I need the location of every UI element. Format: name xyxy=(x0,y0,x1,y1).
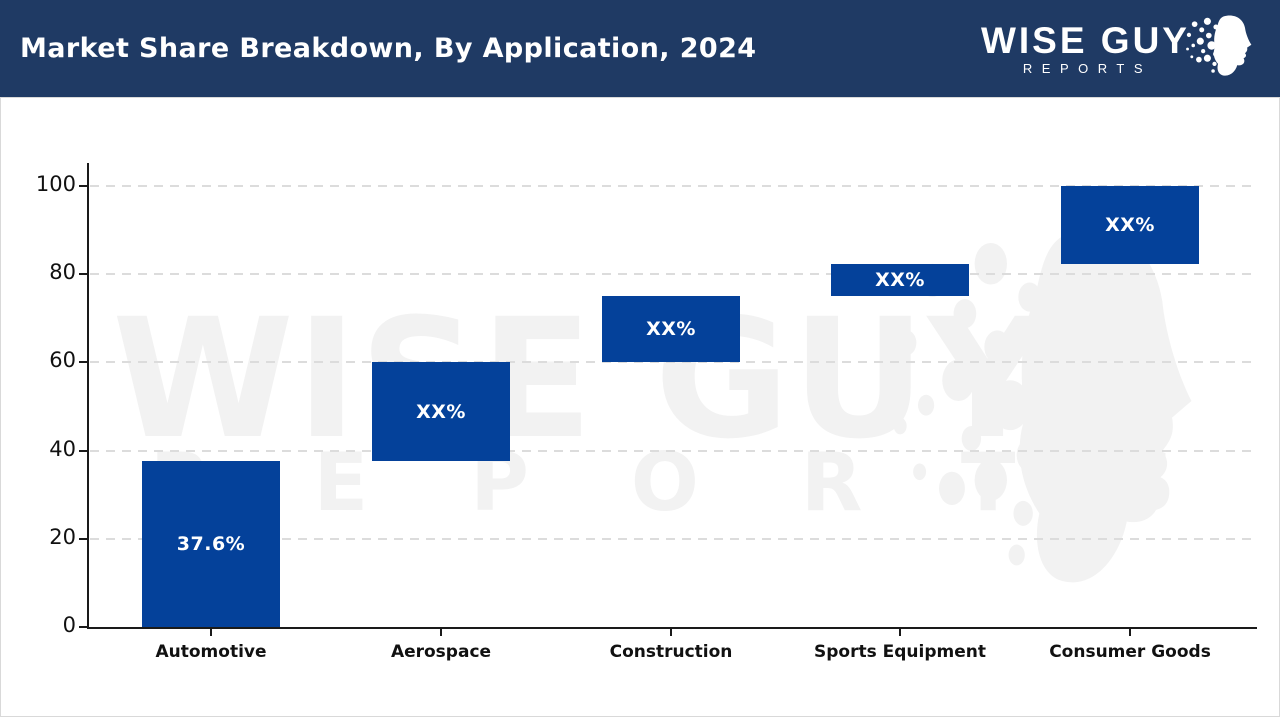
x-axis-line xyxy=(87,627,1257,629)
x-tickmark xyxy=(899,627,901,636)
chart-title: Market Share Breakdown, By Application, … xyxy=(20,33,757,64)
x-tickmark xyxy=(1129,627,1131,636)
bar-value-label: XX% xyxy=(646,318,696,341)
x-tick-label: Sports Equipment xyxy=(814,642,986,662)
gridline-80 xyxy=(90,273,1256,276)
y-tick-label: 80 xyxy=(49,260,76,285)
x-tick-label: Aerospace xyxy=(390,642,492,662)
bar-value-label: XX% xyxy=(416,400,466,423)
x-tick-label: Construction xyxy=(609,642,733,662)
y-tickmark xyxy=(79,449,88,452)
bar-sports-equipment: XX% xyxy=(831,263,969,297)
x-tick-label: Automotive xyxy=(155,642,267,662)
logo-subtitle: REPORTS xyxy=(1022,61,1153,76)
y-tick-label: 40 xyxy=(49,436,76,461)
logo-wordmark: WISE GUY xyxy=(980,20,1190,61)
y-tick-label: 60 xyxy=(49,348,76,373)
y-axis-line xyxy=(87,163,89,629)
y-tick-label: 20 xyxy=(49,524,76,549)
header-bar: Market Share Breakdown, By Application, … xyxy=(0,0,1280,97)
y-tickmark xyxy=(79,626,88,628)
x-tickmark xyxy=(210,627,212,636)
x-tickmark xyxy=(440,627,442,636)
logo-dotted-head-icon xyxy=(1186,15,1252,76)
y-tickmark xyxy=(79,537,88,540)
wise-guy-logo: WISE GUY REPORTS xyxy=(981,8,1262,90)
x-tick-label: Consumer Goods xyxy=(1049,642,1211,662)
gridline-100 xyxy=(90,185,1256,187)
y-tick-label: 100 xyxy=(35,172,76,196)
bar-value-label: XX% xyxy=(875,268,925,291)
y-tickmark xyxy=(79,361,88,364)
bar-automotive: 37.6% xyxy=(142,461,280,627)
bar-construction: XX% xyxy=(602,296,740,363)
bar-value-label: XX% xyxy=(1105,213,1155,236)
x-tickmark xyxy=(670,627,672,636)
y-tickmark xyxy=(79,185,88,187)
bar-value-label: 37.6% xyxy=(176,533,246,556)
watermark-wise-guy: WISE GUY xyxy=(112,283,1050,475)
gridline-20 xyxy=(90,537,1256,540)
gridline-60 xyxy=(90,361,1256,364)
y-tick-label: 0 xyxy=(62,613,76,637)
y-tickmark xyxy=(79,273,88,276)
logo-text: WISE GUY REPORTS xyxy=(981,22,1190,75)
gridline-40 xyxy=(90,449,1256,452)
bar-aerospace: XX% xyxy=(372,362,510,462)
bar-consumer-goods: XX% xyxy=(1061,186,1199,264)
